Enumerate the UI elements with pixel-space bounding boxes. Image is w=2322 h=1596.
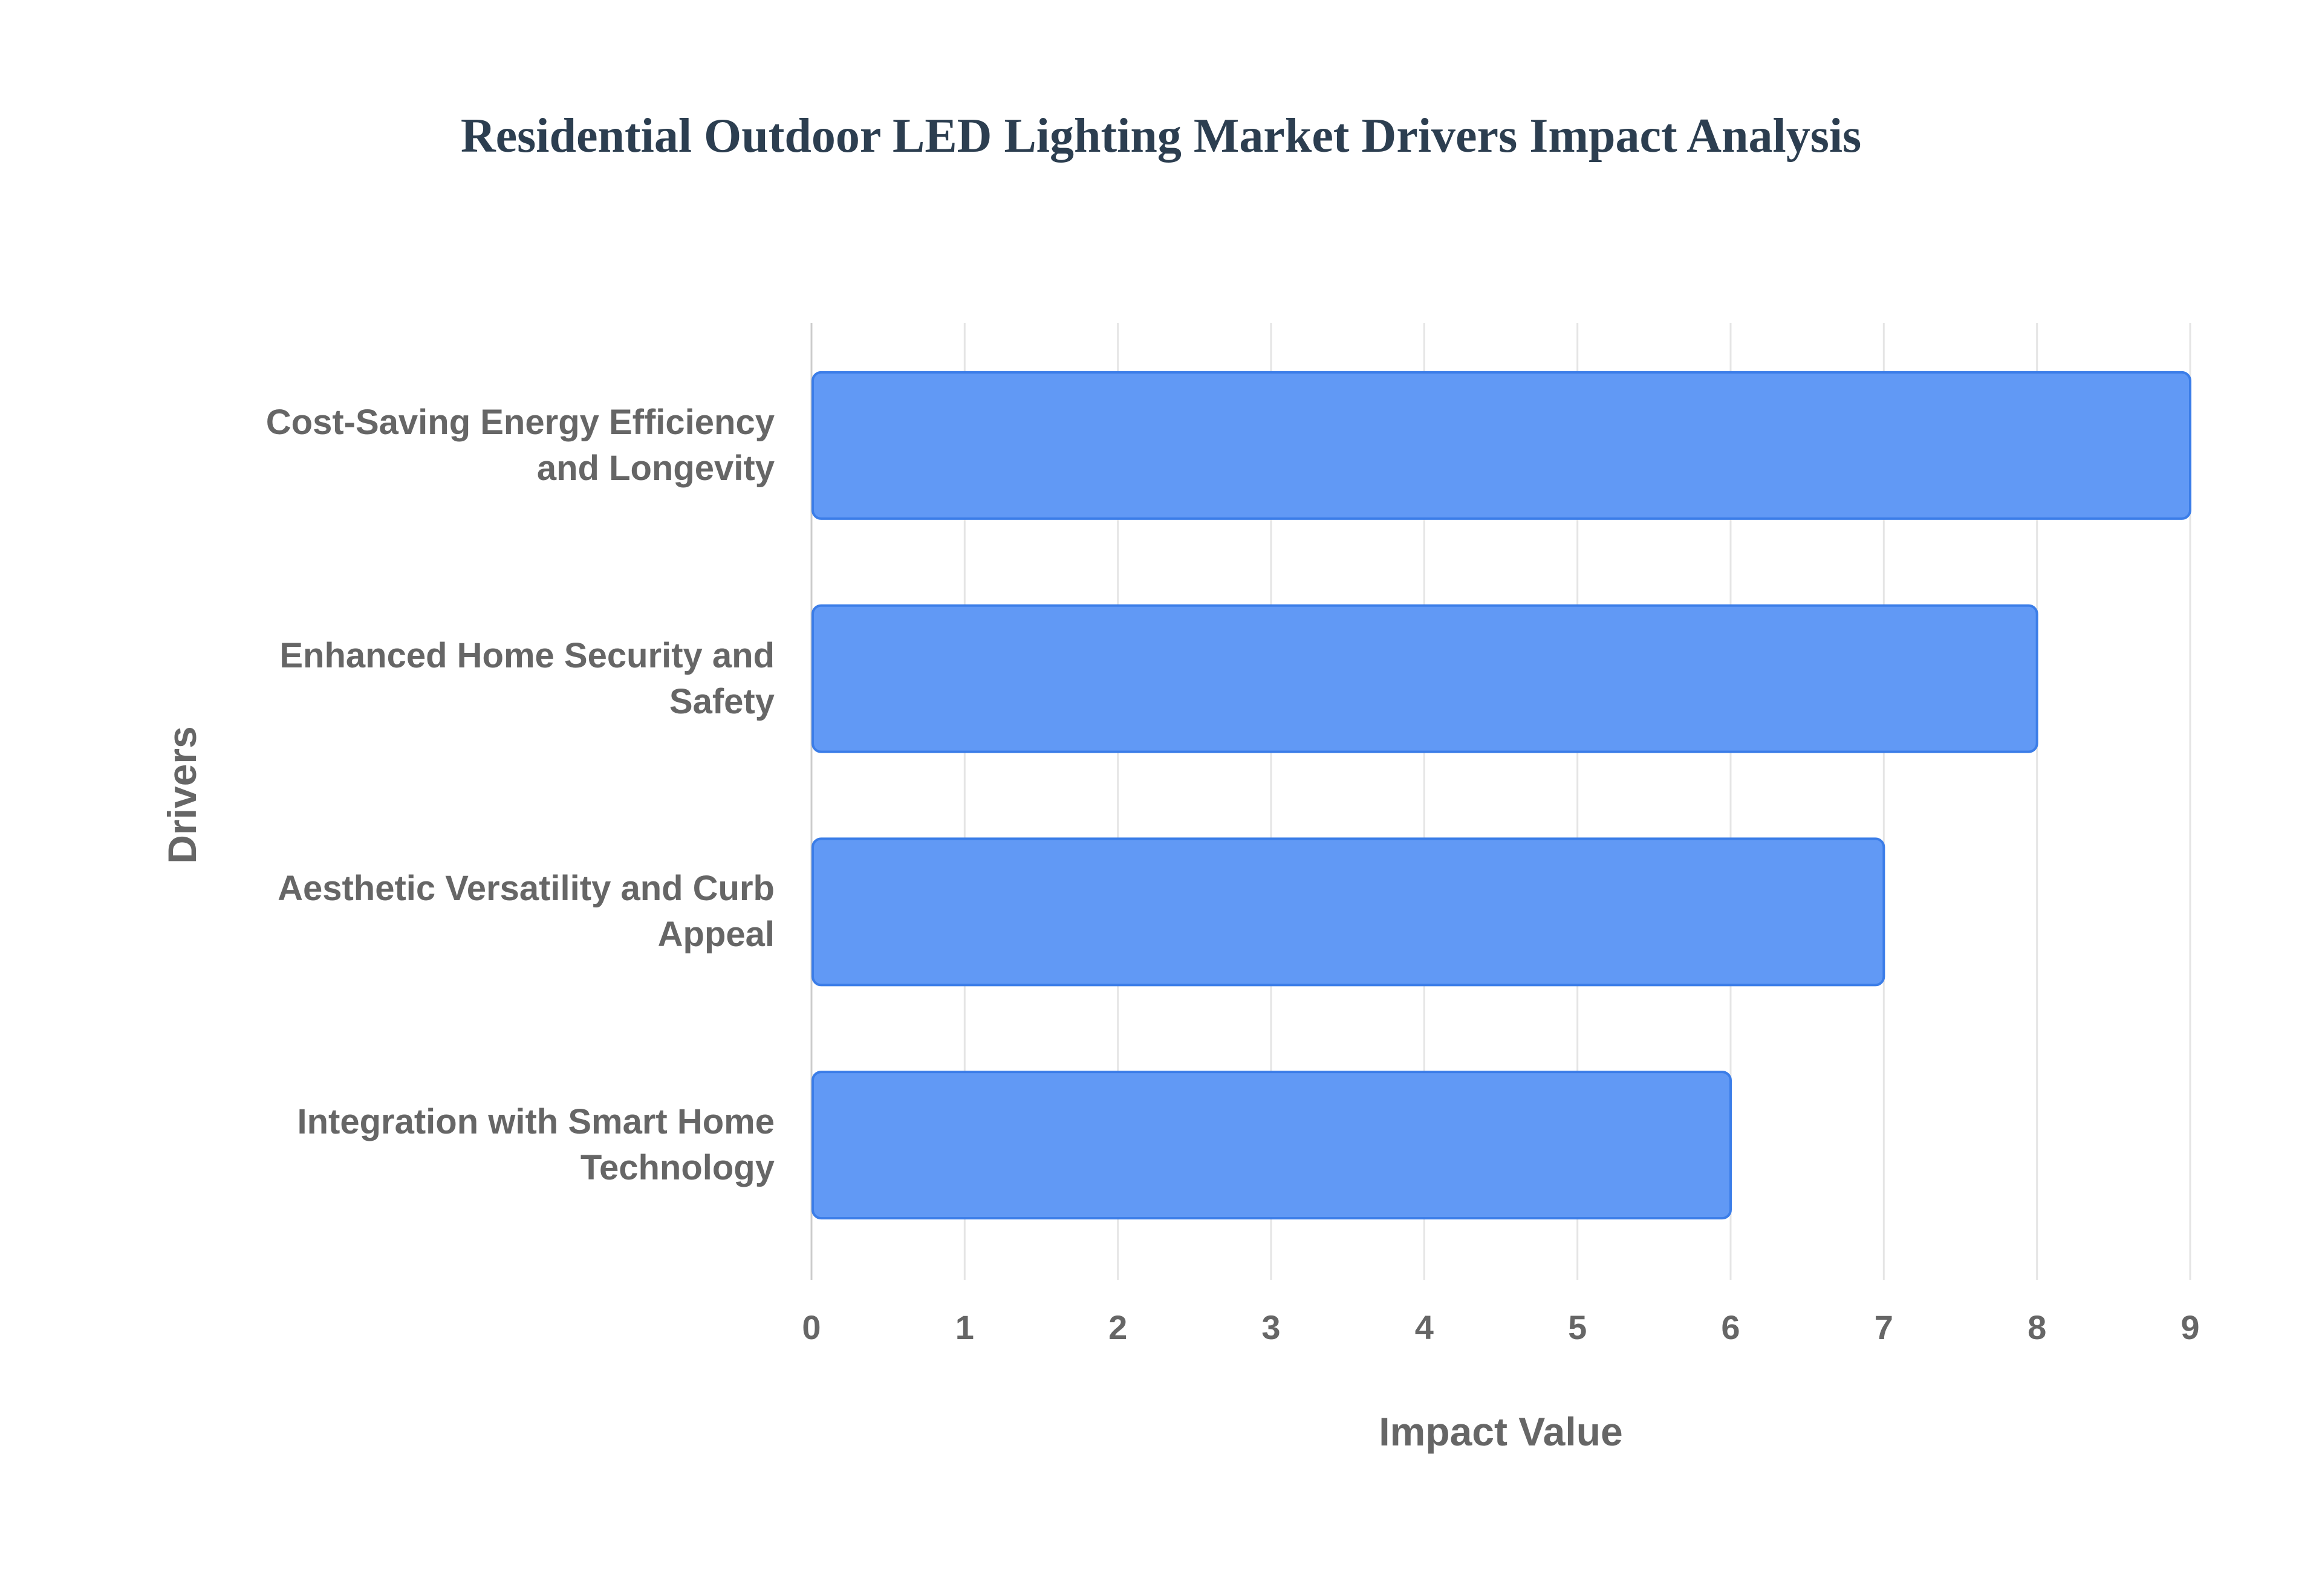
y-tick-label: Aesthetic Versatility and Curb Appeal	[170, 866, 775, 958]
bar	[811, 604, 2038, 753]
y-tick-label: Enhanced Home Security and Safety	[170, 633, 775, 725]
y-tick-label-line: and Longevity	[536, 448, 775, 488]
x-tick-label: 5	[1568, 1308, 1587, 1346]
y-tick-label: Cost-Saving Energy Efficiency and Longevi…	[170, 400, 775, 491]
x-tick-label: 7	[1875, 1308, 1893, 1346]
x-tick-label: 8	[2028, 1308, 2046, 1346]
x-tick-label: 2	[1108, 1308, 1127, 1346]
bar	[811, 1071, 1732, 1220]
y-tick-label-line: Technology	[580, 1148, 775, 1188]
y-tick-label-line: Appeal	[657, 915, 775, 955]
x-tick-label: 4	[1415, 1308, 1434, 1346]
y-tick-label-line: Integration with Smart Home	[297, 1102, 775, 1142]
x-tick-label: 3	[1261, 1308, 1280, 1346]
y-axis-title: Drivers	[160, 726, 204, 864]
bar	[811, 371, 2191, 520]
x-tick-label: 6	[1721, 1308, 1740, 1346]
y-tick-label-line: Aesthetic Versatility and Curb	[278, 869, 775, 909]
y-tick-label-line: Cost-Saving Energy Efficiency	[265, 402, 775, 442]
y-tick-label-line: Enhanced Home Security and	[279, 635, 775, 675]
x-tick-label: 1	[955, 1308, 974, 1346]
y-tick-label: Integration with Smart Home Technology	[170, 1099, 775, 1191]
bar	[811, 837, 1885, 987]
y-tick-label-line: Safety	[669, 681, 775, 721]
x-tick-label: 9	[2181, 1308, 2199, 1346]
x-axis-title: Impact Value	[1379, 1409, 1623, 1454]
chart-title: Residential Outdoor LED Lighting Market …	[460, 109, 1862, 163]
x-tick-label: 0	[802, 1308, 821, 1346]
